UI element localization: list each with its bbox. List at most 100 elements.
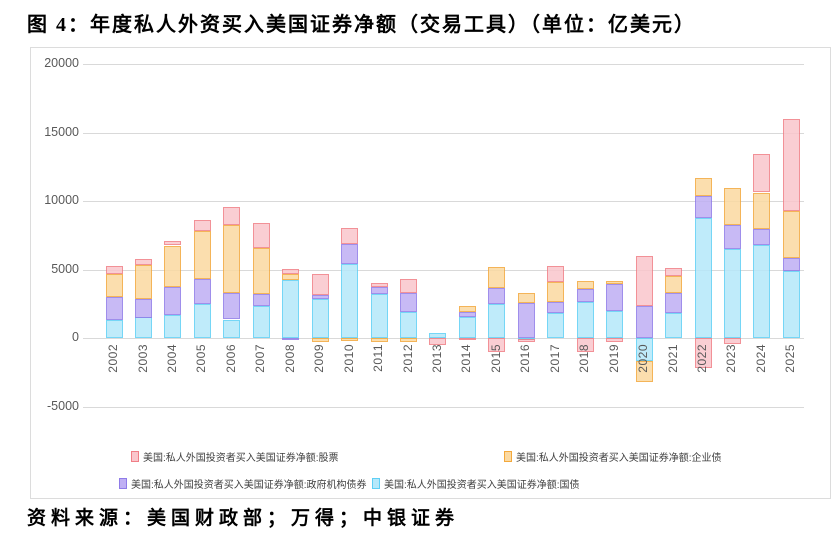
x-axis-tick-label: 2012 — [400, 344, 415, 373]
bar-segment — [135, 317, 152, 338]
x-axis-tick-label: 2003 — [135, 344, 150, 373]
x-axis-tick-label: 2017 — [547, 344, 562, 373]
bar-segment — [282, 274, 300, 280]
bar-segment — [400, 312, 417, 338]
bar-segment — [193, 304, 211, 338]
bar-segment — [252, 247, 270, 295]
bar-segment — [488, 304, 506, 338]
y-axis-tick-label: 15000 — [44, 124, 79, 139]
x-axis-tick-label: 2018 — [577, 344, 592, 373]
bar-segment — [458, 338, 476, 341]
legend-item: 美国:私人外国投资者买入美国证券净额:企业债 — [504, 449, 722, 464]
bar-segment — [665, 268, 682, 276]
legend-label: 美国:私人外国投资者买入美国证券净额:企业债 — [516, 453, 722, 464]
x-axis-tick-label: 2010 — [341, 344, 356, 373]
bar-segment — [311, 273, 329, 295]
bar-segment — [341, 244, 359, 265]
bar-segment — [458, 311, 476, 317]
bar-segment — [694, 178, 712, 197]
bar-segment — [694, 196, 712, 218]
x-axis-tick-label: 2013 — [429, 344, 444, 373]
legend-swatch-icon — [504, 451, 512, 462]
bar-segment — [635, 305, 653, 338]
bar-segment — [458, 305, 476, 312]
bar-segment — [517, 302, 535, 338]
bar-segment — [576, 281, 594, 290]
y-axis-tick-label: -5000 — [47, 398, 79, 413]
legend-item: 美国:私人外国投资者买入美国证券净额:政府机构债券 — [119, 476, 367, 491]
x-axis-tick-label: 2021 — [665, 344, 680, 373]
bar-segment — [105, 296, 123, 321]
bar-segment — [252, 305, 270, 338]
bar-segment — [223, 225, 241, 293]
x-axis-tick-label: 2019 — [606, 344, 621, 373]
legend-swatch-icon — [131, 451, 139, 462]
gridline — [83, 406, 804, 408]
bar-segment — [606, 280, 624, 284]
x-axis-tick-label: 2022 — [695, 344, 709, 373]
bar-segment — [547, 282, 565, 302]
bar-segment — [723, 225, 741, 250]
gridline — [83, 64, 804, 65]
bar-segment — [576, 338, 594, 352]
bar-segment — [576, 289, 594, 303]
x-axis-tick-label: 2023 — [724, 344, 739, 373]
bar-segment — [782, 211, 800, 258]
bar-segment — [429, 338, 447, 345]
chart-area: 20000 15000 10000 5000 0 -5000 2002 2003 2004 200… — [30, 47, 831, 499]
bar-segment — [164, 314, 182, 338]
bar-segment — [311, 338, 329, 343]
bar-segment — [223, 207, 241, 225]
x-axis-tick-label: 2014 — [459, 344, 474, 373]
x-axis-tick-label: 2020 — [636, 344, 651, 373]
bar-segment — [429, 332, 447, 338]
bar-segment — [370, 338, 388, 343]
bar-segment — [547, 301, 565, 313]
bar-segment — [252, 222, 270, 248]
x-axis-tick-label: 2002 — [106, 344, 120, 373]
x-axis-tick-label: 2005 — [194, 344, 209, 373]
bar-segment — [753, 228, 771, 246]
bar-segment — [400, 338, 417, 343]
bar-segment — [105, 274, 123, 297]
source-note: 资料来源：美国财政部；万得；中银证券 — [27, 508, 460, 529]
bar-segment — [635, 361, 653, 383]
bar-segment — [694, 217, 712, 338]
x-axis-tick-label: 2008 — [282, 344, 297, 373]
bar-segment — [164, 241, 182, 246]
bar-segment — [135, 299, 152, 318]
x-axis-tick-label: 2016 — [518, 344, 533, 373]
gridline — [83, 269, 804, 271]
bar-segment — [665, 275, 682, 293]
bar-segment — [105, 320, 123, 338]
y-axis-tick-label: 0 — [72, 330, 79, 344]
x-axis-tick-label: 2015 — [488, 344, 503, 373]
bar-segment — [753, 154, 771, 193]
bar-segment — [635, 255, 653, 306]
bar-segment — [223, 319, 241, 338]
legend-label: 美国:私人外国投资者买入美国证券净额:股票 — [143, 453, 339, 464]
bar-segment — [576, 302, 594, 338]
legend-swatch-icon — [372, 478, 380, 489]
bar-segment — [517, 293, 535, 303]
bar-segment — [723, 338, 741, 344]
bar-segment — [282, 268, 300, 275]
bar-segment — [341, 264, 359, 338]
bar-segment — [282, 338, 300, 341]
bar-segment — [488, 288, 506, 305]
page-title: 图 4：年度私人外资买入美国证券净额（交易工具）（单位：亿美元） — [27, 14, 696, 36]
bar-segment — [458, 316, 476, 338]
bar-segment — [164, 245, 182, 287]
bar-segment — [164, 286, 182, 315]
legend-label: 美国:私人外国投资者买入美国证券净额:国债 — [384, 480, 580, 491]
bar-segment — [193, 230, 211, 280]
bar-segment — [606, 283, 624, 311]
bar-segment — [252, 294, 270, 306]
gridline — [83, 132, 804, 134]
bar-segment — [665, 292, 682, 314]
bar-segment — [547, 265, 565, 283]
x-axis-tick-label: 2011 — [371, 344, 386, 372]
bar-segment — [635, 338, 653, 362]
bar-segment — [193, 219, 211, 231]
bar-segment — [341, 228, 359, 245]
